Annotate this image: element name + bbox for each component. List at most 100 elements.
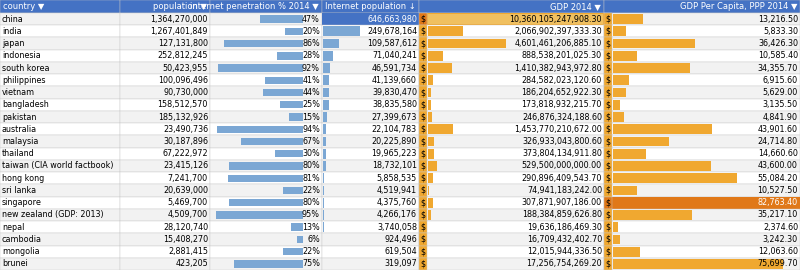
Text: $: $ [606, 247, 610, 256]
Bar [604, 160, 800, 172]
Bar [604, 258, 800, 270]
Text: 924,496: 924,496 [384, 235, 417, 244]
Text: 646,663,980: 646,663,980 [367, 15, 417, 23]
Text: 5,629.00: 5,629.00 [762, 88, 798, 97]
Text: 619,504: 619,504 [384, 247, 417, 256]
Bar [613, 14, 642, 24]
Bar [604, 148, 612, 160]
Bar [604, 86, 612, 99]
Bar [604, 25, 800, 38]
Text: 24,714.80: 24,714.80 [758, 137, 798, 146]
Bar [428, 100, 431, 110]
Bar [604, 25, 612, 38]
Text: pakistan: pakistan [2, 113, 36, 122]
Bar [613, 100, 620, 110]
Bar [210, 172, 322, 184]
Bar [604, 111, 800, 123]
Text: malaysia: malaysia [2, 137, 38, 146]
Bar [120, 62, 210, 74]
Bar [266, 77, 303, 84]
Bar [428, 161, 437, 171]
Text: 2,881,415: 2,881,415 [168, 247, 208, 256]
Bar [120, 86, 210, 99]
Bar [428, 210, 431, 220]
Text: 75,699.70: 75,699.70 [758, 259, 798, 268]
Bar [210, 258, 322, 270]
Text: 5,858,535: 5,858,535 [377, 174, 417, 183]
Text: 19,636,186,469.30: 19,636,186,469.30 [527, 223, 602, 232]
Bar [210, 86, 322, 99]
Text: $: $ [421, 113, 426, 122]
Bar [604, 184, 612, 197]
Bar [613, 149, 646, 159]
Bar [419, 221, 604, 233]
Text: 423,205: 423,205 [175, 259, 208, 268]
Bar [604, 74, 800, 86]
Text: 6%: 6% [307, 235, 320, 244]
Text: $: $ [606, 259, 610, 268]
Bar [613, 63, 690, 73]
Bar [275, 150, 303, 157]
Bar [322, 245, 419, 258]
Text: australia: australia [2, 125, 37, 134]
Bar [419, 74, 427, 86]
Bar [120, 197, 210, 209]
Text: 888,538,201,025.30: 888,538,201,025.30 [522, 51, 602, 60]
Bar [604, 221, 800, 233]
Bar [613, 198, 799, 208]
Bar [0, 258, 120, 270]
Bar [419, 258, 427, 270]
Text: $: $ [421, 88, 426, 97]
Text: 81%: 81% [302, 174, 320, 183]
Text: 92%: 92% [302, 63, 320, 73]
Text: 4,375,760: 4,375,760 [377, 198, 417, 207]
Text: $: $ [606, 174, 610, 183]
Bar [613, 210, 692, 220]
Text: 4,601,461,206,885.10: 4,601,461,206,885.10 [514, 39, 602, 48]
Bar [604, 233, 612, 245]
Bar [323, 14, 418, 24]
Bar [604, 197, 612, 209]
Bar [419, 123, 427, 135]
Text: 5,469,700: 5,469,700 [168, 198, 208, 207]
Bar [120, 160, 210, 172]
Bar [604, 258, 612, 270]
Bar [0, 13, 120, 25]
Bar [419, 209, 604, 221]
Bar [230, 199, 303, 206]
Bar [613, 259, 783, 269]
Bar [322, 38, 419, 50]
Text: $: $ [421, 125, 426, 134]
Text: 80%: 80% [302, 198, 320, 207]
Text: $: $ [421, 137, 426, 146]
Bar [322, 221, 419, 233]
Bar [604, 13, 800, 25]
Bar [210, 184, 322, 197]
Bar [0, 62, 120, 74]
Bar [604, 0, 800, 13]
Bar [322, 13, 419, 25]
Bar [210, 135, 322, 148]
Text: hong kong: hong kong [2, 174, 44, 183]
Bar [0, 111, 120, 123]
Bar [0, 245, 120, 258]
Bar [419, 245, 604, 258]
Bar [419, 99, 427, 111]
Text: $: $ [421, 63, 426, 73]
Bar [604, 197, 800, 209]
Text: 22%: 22% [302, 186, 320, 195]
Text: 15%: 15% [302, 113, 320, 122]
Bar [428, 198, 434, 208]
Bar [419, 62, 427, 74]
Text: 2,066,902,397,333.30: 2,066,902,397,333.30 [514, 27, 602, 36]
Text: 127,131,800: 127,131,800 [158, 39, 208, 48]
Text: 55,084.20: 55,084.20 [758, 174, 798, 183]
Bar [280, 101, 303, 109]
Text: 5,833.30: 5,833.30 [763, 27, 798, 36]
Bar [419, 160, 427, 172]
Text: indonesia: indonesia [2, 51, 41, 60]
Bar [419, 123, 604, 135]
Bar [323, 100, 329, 110]
Text: 25%: 25% [302, 100, 320, 109]
Text: vietnam: vietnam [2, 88, 35, 97]
